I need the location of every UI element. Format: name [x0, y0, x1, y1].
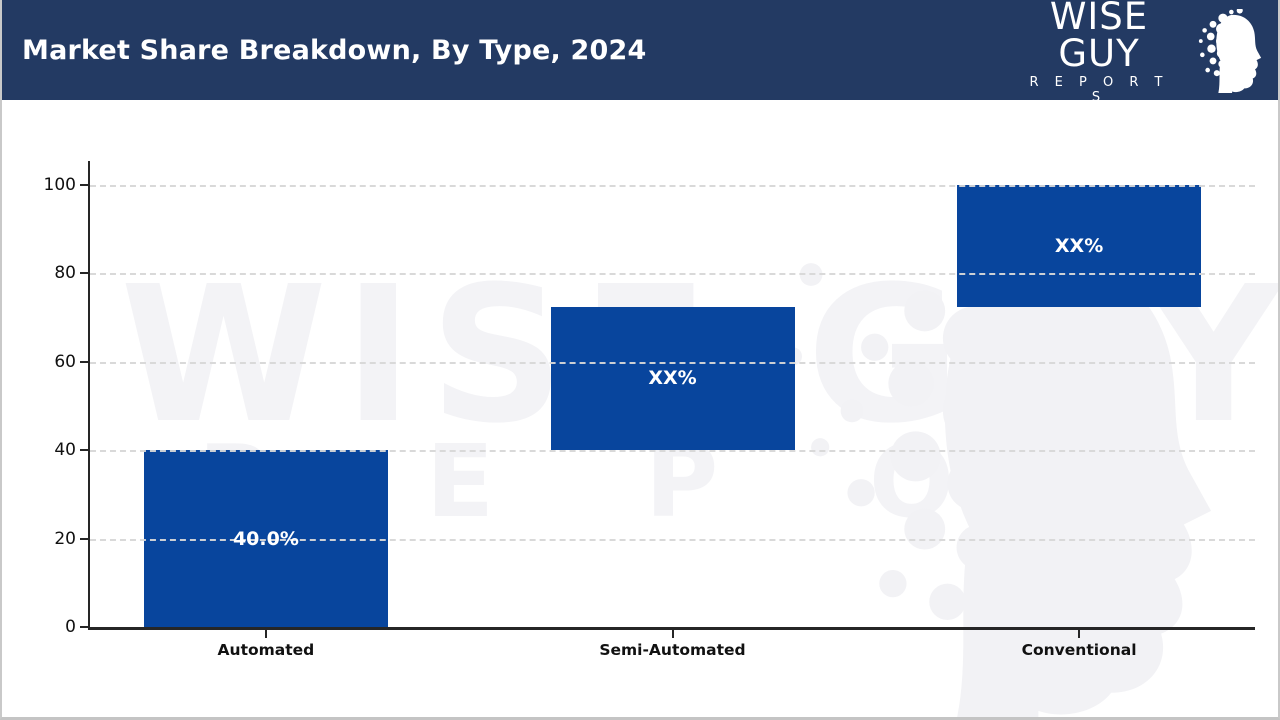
- y-tick-label: 40: [54, 440, 76, 461]
- y-tick-label: 0: [65, 617, 76, 637]
- logo-text: WISE GUY R E P O R T S: [1018, 0, 1180, 105]
- y-tick-label: 100: [43, 175, 76, 196]
- y-axis-line: [88, 161, 90, 629]
- x-category-label: Semi-Automated: [599, 641, 746, 659]
- gridline-80: [90, 273, 1255, 276]
- x-axis-line: [88, 627, 1255, 630]
- x-tick: [1078, 630, 1081, 638]
- logo-face-icon: [1198, 9, 1262, 93]
- y-tick: [80, 272, 88, 275]
- bar-value-label: XX%: [1054, 234, 1104, 257]
- header-band: Market Share Breakdown, By Type, 2024 WI…: [2, 0, 1278, 105]
- logo-subtitle: R E P O R T S: [1029, 74, 1169, 105]
- chart-title: Market Share Breakdown, By Type, 2024: [22, 34, 647, 66]
- bar-value-label: 40.0%: [232, 527, 299, 550]
- y-tick-label: 80: [54, 263, 76, 284]
- y-tick: [80, 184, 88, 187]
- gridline-40: [90, 450, 1255, 453]
- bar-value-label: XX%: [648, 367, 697, 390]
- y-tick-label: 60: [54, 351, 76, 372]
- y-tick: [80, 449, 88, 452]
- x-category-label: Automated: [217, 641, 315, 659]
- gridline-100: [90, 185, 1255, 188]
- gridline-60: [90, 361, 1255, 364]
- x-category-label: Conventional: [1021, 641, 1137, 659]
- y-tick: [80, 360, 88, 363]
- x-tick: [671, 630, 674, 638]
- wiseguy-logo: WISE GUY R E P O R T S: [1018, 0, 1268, 105]
- y-tick: [80, 537, 88, 540]
- y-tick-label: 20: [54, 528, 76, 549]
- x-tick: [264, 630, 267, 638]
- bar-semi-automated: [550, 306, 795, 451]
- plot-area: 40.0% XX% XX% 0 20 40 60 80 100 Automated Semi-Aut…: [44, 161, 1255, 659]
- logo-wordmark: WISE GUY: [1049, 0, 1149, 75]
- gridline-20: [90, 538, 1255, 541]
- y-tick: [80, 626, 88, 628]
